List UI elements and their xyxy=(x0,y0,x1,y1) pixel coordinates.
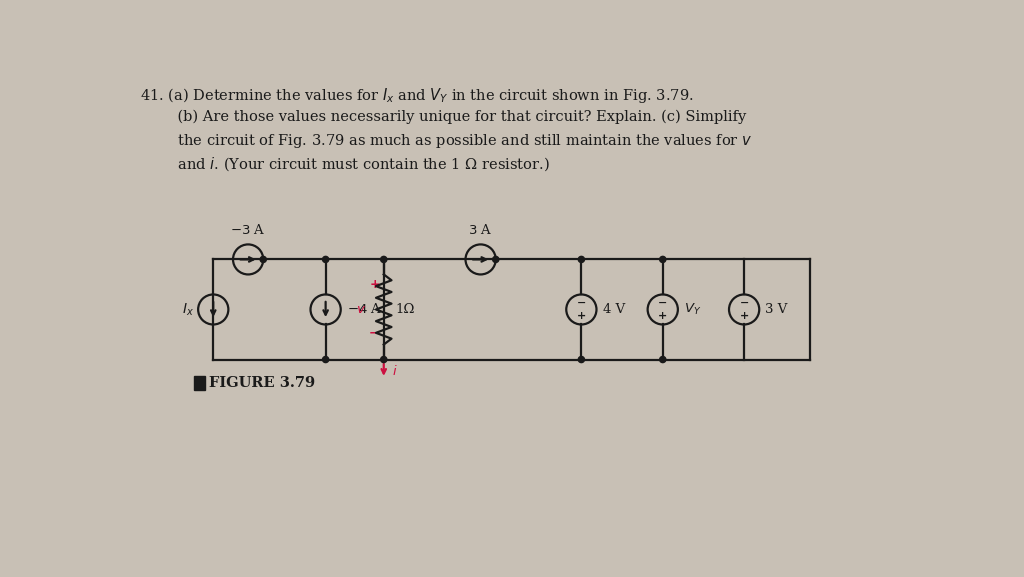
Text: FIGURE 3.79: FIGURE 3.79 xyxy=(209,376,315,391)
Circle shape xyxy=(323,357,329,362)
Text: 3 V: 3 V xyxy=(765,303,787,316)
Text: −: − xyxy=(739,298,749,308)
Circle shape xyxy=(659,357,666,362)
Text: +: + xyxy=(658,312,668,321)
Circle shape xyxy=(659,256,666,263)
Text: $i$: $i$ xyxy=(391,364,397,378)
Text: +: + xyxy=(577,312,586,321)
Text: $-4$ A: $-4$ A xyxy=(347,302,382,316)
Text: +: + xyxy=(369,278,380,291)
Text: −: − xyxy=(370,326,380,339)
Text: $-3$ A: $-3$ A xyxy=(230,223,266,237)
Circle shape xyxy=(260,256,266,263)
Text: $V_Y$: $V_Y$ xyxy=(684,302,701,317)
Text: 1Ω: 1Ω xyxy=(395,303,415,316)
Text: −: − xyxy=(577,298,586,308)
Text: +: + xyxy=(739,312,749,321)
Circle shape xyxy=(579,256,585,263)
Text: and $i$. (Your circuit must contain the 1 Ω resistor.): and $i$. (Your circuit must contain the … xyxy=(159,155,550,173)
Text: 4 V: 4 V xyxy=(603,303,625,316)
Text: 41. (a) Determine the values for $I_x$ and $V_Y$ in the circuit shown in Fig. 3.: 41. (a) Determine the values for $I_x$ a… xyxy=(139,86,693,105)
Bar xyxy=(194,376,205,390)
Text: $I_x$: $I_x$ xyxy=(182,301,194,318)
Circle shape xyxy=(579,357,585,362)
Text: (b) Are those values necessarily unique for that circuit? Explain. (c) Simplify: (b) Are those values necessarily unique … xyxy=(159,109,746,123)
Circle shape xyxy=(381,256,387,263)
Text: −: − xyxy=(658,298,668,308)
Text: $3$ A: $3$ A xyxy=(468,223,493,237)
Circle shape xyxy=(381,357,387,362)
Text: the circuit of Fig. 3.79 as much as possible and still maintain the values for $: the circuit of Fig. 3.79 as much as poss… xyxy=(159,132,753,151)
Circle shape xyxy=(493,256,499,263)
Text: $v$: $v$ xyxy=(355,303,366,316)
Circle shape xyxy=(323,256,329,263)
